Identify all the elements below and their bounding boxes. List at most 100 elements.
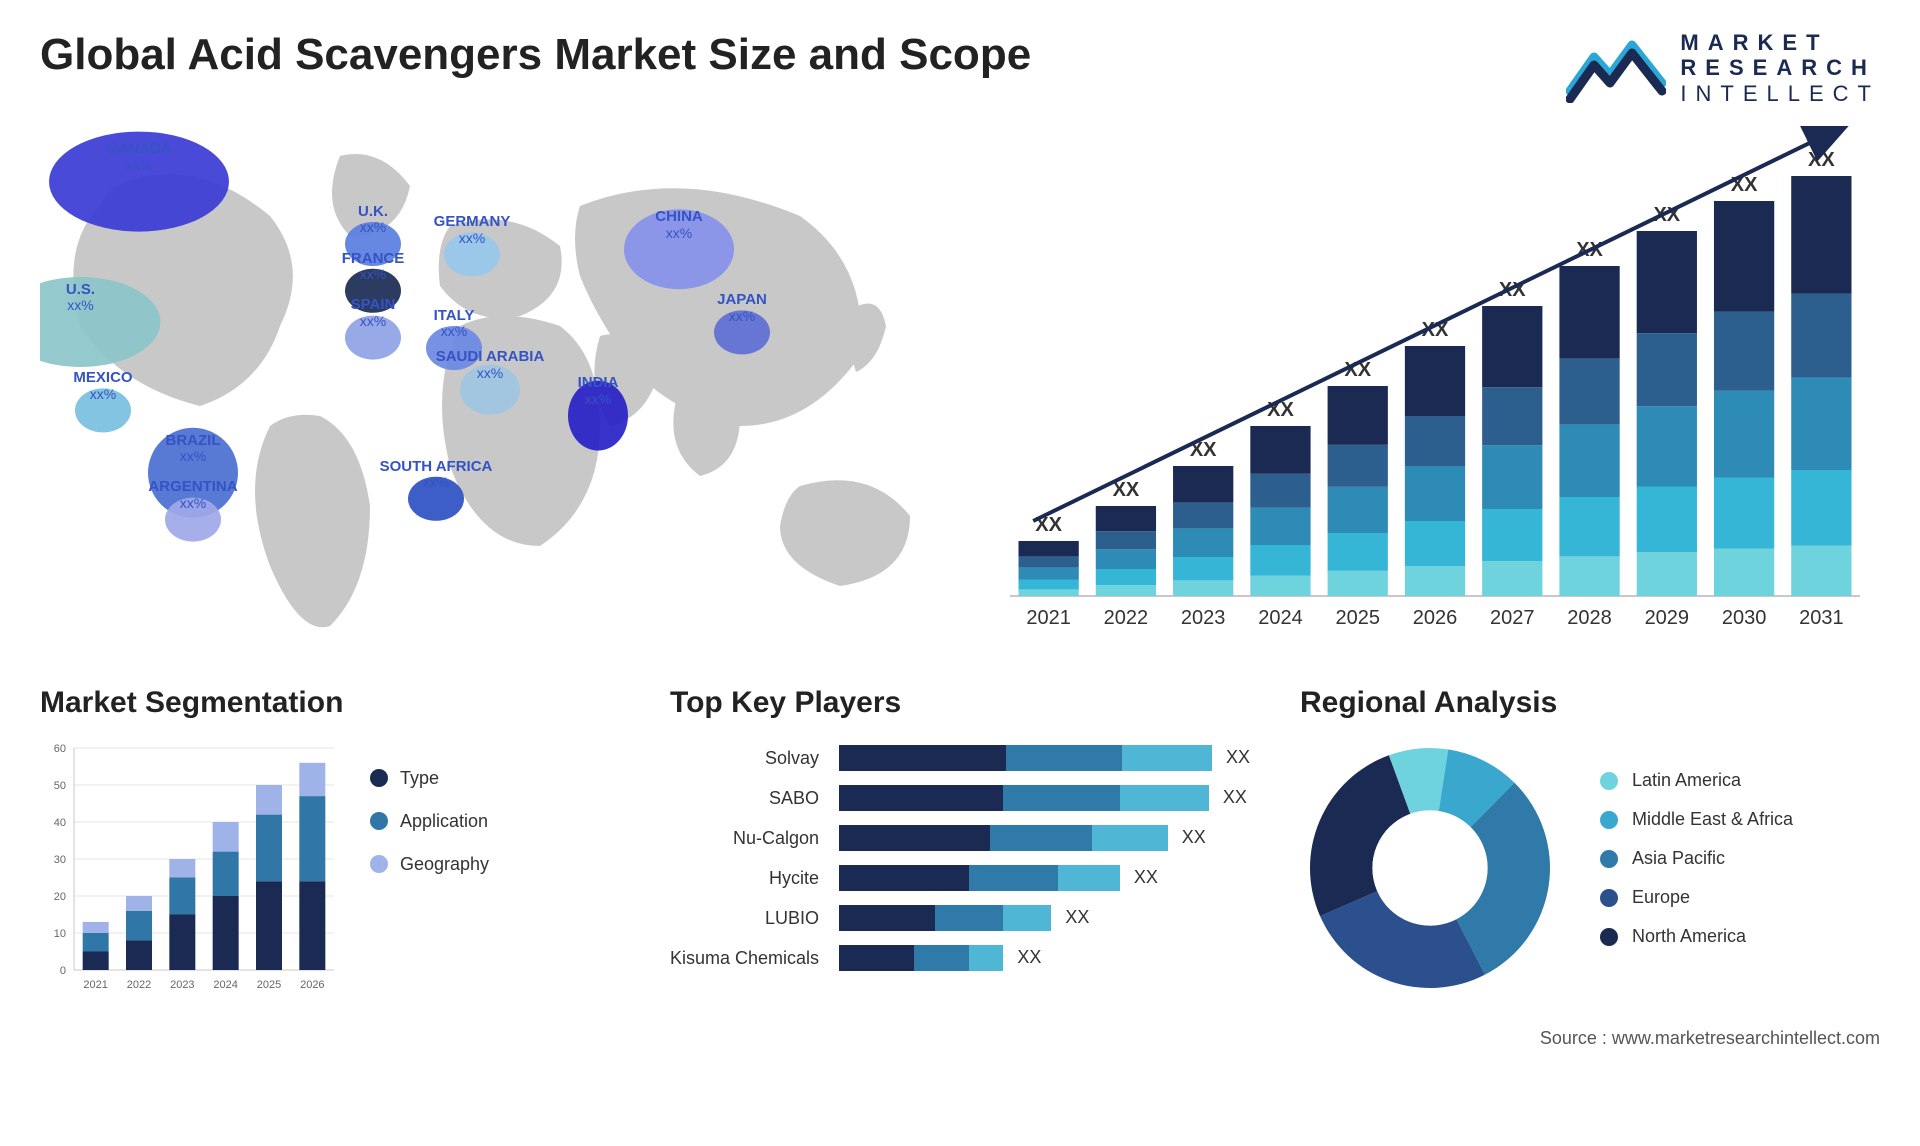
svg-text:2026: 2026 [1413, 607, 1458, 629]
player-value: XX [1134, 867, 1158, 888]
svg-text:2026: 2026 [300, 979, 324, 991]
player-bar-row: XX [839, 938, 1250, 978]
player-bar-row: XX [839, 898, 1250, 938]
legend-swatch [370, 812, 388, 830]
country-label: SAUDI ARABIAxx% [436, 349, 545, 381]
player-name: LUBIO [670, 898, 819, 938]
regional-panel: Regional Analysis Latin America Middle Ea… [1300, 686, 1880, 998]
legend-item: Type [370, 768, 489, 789]
country-label: MEXICOxx% [73, 370, 132, 402]
player-bar-segment [969, 945, 1003, 971]
player-bar-segment [839, 865, 969, 891]
svg-text:2031: 2031 [1799, 607, 1844, 629]
player-value: XX [1065, 907, 1089, 928]
svg-text:20: 20 [54, 891, 66, 903]
regional-title: Regional Analysis [1300, 686, 1880, 720]
svg-text:2021: 2021 [83, 979, 107, 991]
player-value: XX [1223, 787, 1247, 808]
segmentation-legend: Type Application Geography [370, 738, 489, 897]
legend-swatch [1600, 772, 1618, 790]
player-bar-segment [990, 825, 1093, 851]
regional-donut-svg [1300, 738, 1560, 998]
svg-text:2025: 2025 [257, 979, 281, 991]
world-map-icon [40, 126, 940, 646]
segmentation-title: Market Segmentation [40, 686, 620, 720]
logo-mark-icon [1566, 33, 1666, 103]
key-players-names: SolvaySABONu-CalgonHyciteLUBIOKisuma Che… [670, 738, 839, 978]
player-bar-segment [1120, 785, 1209, 811]
country-label: U.K.xx% [358, 204, 388, 236]
player-bar [839, 825, 1168, 851]
growth-chart-svg: XX2021XX2022XX2023XX2024XX2025XX2026XX20… [980, 126, 1880, 646]
source-label: Source : www.marketresearchintellect.com [40, 1028, 1880, 1049]
segmentation-chart-svg: 0102030405060202120222023202420252026 [40, 738, 340, 998]
player-bar-segment [839, 945, 914, 971]
legend-swatch [1600, 928, 1618, 946]
player-bar-segment [839, 785, 1003, 811]
country-label: JAPANxx% [717, 292, 767, 324]
player-bar-segment [839, 825, 990, 851]
player-bar-segment [914, 945, 969, 971]
player-bar-segment [1092, 825, 1167, 851]
legend-item: North America [1600, 926, 1793, 947]
country-label: SPAINxx% [351, 297, 396, 329]
player-bar-segment [1122, 745, 1212, 771]
svg-text:2024: 2024 [1258, 607, 1303, 629]
brand-logo: MARKET RESEARCH INTELLECT [1566, 30, 1880, 106]
player-bar-segment [1058, 865, 1120, 891]
svg-text:2023: 2023 [1181, 607, 1226, 629]
legend-item: Asia Pacific [1600, 848, 1793, 869]
svg-text:XX: XX [1808, 149, 1835, 171]
legend-item: Application [370, 811, 489, 832]
svg-text:40: 40 [54, 817, 66, 829]
player-bar-segment [1003, 905, 1051, 931]
player-bar-segment [839, 745, 1006, 771]
legend-swatch [1600, 889, 1618, 907]
player-bar [839, 865, 1120, 891]
country-label: U.S.xx% [66, 282, 95, 314]
player-value: XX [1182, 827, 1206, 848]
player-name: Solvay [670, 738, 819, 778]
segmentation-panel: Market Segmentation 01020304050602021202… [40, 686, 620, 998]
player-bar [839, 905, 1051, 931]
player-bar [839, 745, 1212, 771]
legend-swatch [370, 855, 388, 873]
legend-item: Latin America [1600, 770, 1793, 791]
svg-text:50: 50 [54, 780, 66, 792]
country-label: ITALYxx% [434, 308, 475, 340]
key-players-bars: XXXXXXXXXXXX [839, 738, 1250, 978]
player-bar-segment [1006, 745, 1122, 771]
svg-text:2021: 2021 [1026, 607, 1071, 629]
player-bar [839, 785, 1209, 811]
svg-text:2024: 2024 [213, 979, 237, 991]
player-bar-segment [969, 865, 1058, 891]
country-label: FRANCExx% [342, 251, 405, 283]
legend-item: Middle East & Africa [1600, 809, 1793, 830]
svg-text:2027: 2027 [1490, 607, 1535, 629]
player-name: Hycite [670, 858, 819, 898]
country-label: GERMANYxx% [434, 214, 511, 246]
player-bar-row: XX [839, 858, 1250, 898]
legend-swatch [370, 769, 388, 787]
legend-swatch [1600, 811, 1618, 829]
country-label: ARGENTINAxx% [148, 479, 237, 511]
player-bar-row: XX [839, 778, 1250, 818]
page-title: Global Acid Scavengers Market Size and S… [40, 30, 1031, 80]
country-label: CHINAxx% [655, 209, 703, 241]
player-name: Nu-Calgon [670, 818, 819, 858]
svg-text:2023: 2023 [170, 979, 194, 991]
country-label: INDIAxx% [578, 375, 619, 407]
svg-text:60: 60 [54, 743, 66, 755]
svg-text:2022: 2022 [127, 979, 151, 991]
svg-text:2025: 2025 [1335, 607, 1380, 629]
legend-item: Geography [370, 854, 489, 875]
key-players-title: Top Key Players [670, 686, 1250, 720]
key-players-panel: Top Key Players SolvaySABONu-CalgonHycit… [670, 686, 1250, 998]
country-label: CANADAxx% [107, 141, 172, 173]
svg-text:2022: 2022 [1104, 607, 1149, 629]
regional-legend: Latin America Middle East & Africa Asia Pa… [1600, 770, 1793, 965]
svg-text:2028: 2028 [1567, 607, 1612, 629]
svg-text:0: 0 [60, 965, 66, 977]
logo-text: MARKET RESEARCH INTELLECT [1680, 30, 1880, 106]
svg-text:2030: 2030 [1722, 607, 1767, 629]
